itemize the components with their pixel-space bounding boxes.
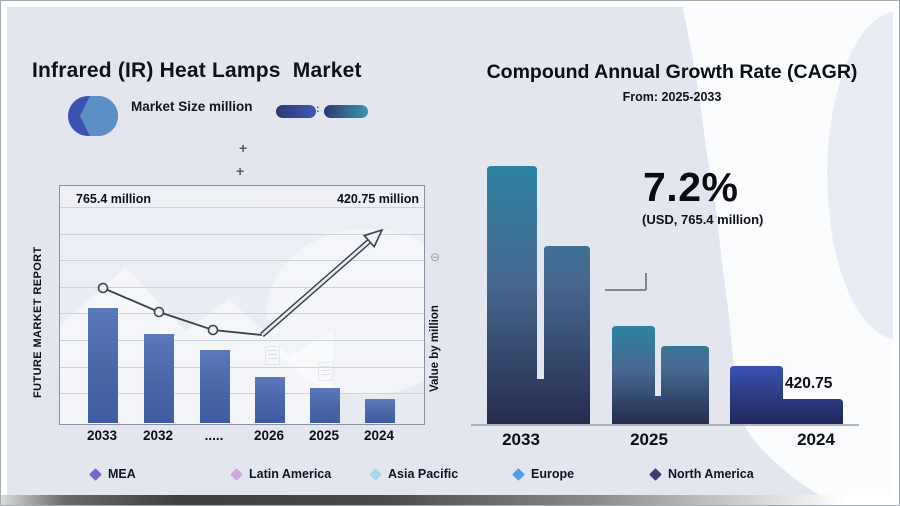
bar bbox=[144, 334, 174, 423]
right-chart-x-label-2025: 2025 bbox=[630, 430, 668, 449]
market-size-capsule-icon bbox=[68, 96, 118, 136]
x-axis-label: 2033 bbox=[86, 428, 118, 443]
header-pill-blue-icon bbox=[276, 105, 316, 118]
frame-edge bbox=[1, 1, 7, 505]
gridline bbox=[60, 313, 424, 315]
gridline bbox=[60, 393, 424, 395]
left-chart-panel: 765.4 million 420.75 million bbox=[59, 185, 425, 425]
capsule-highlight-shape bbox=[80, 96, 118, 136]
left-chart-annotation-left: 765.4 million bbox=[76, 192, 152, 206]
pill-separator: : bbox=[316, 103, 320, 115]
page-title: Infrared (IR) Heat Lamps Market bbox=[32, 59, 362, 82]
right-chart-y-axis-label: Value by million bbox=[429, 305, 441, 393]
plus-decoration-icon: + bbox=[236, 163, 245, 179]
corner-bracket-decoration bbox=[605, 289, 646, 291]
legend-label: North America bbox=[668, 467, 754, 481]
x-axis-label: ..... bbox=[204, 428, 224, 443]
right-chart-value-annotation: 420.75 bbox=[785, 375, 833, 392]
legend-diamond-icon bbox=[89, 468, 102, 481]
left-chart-y-axis-label: FUTURE MARKET REPORT bbox=[32, 246, 44, 398]
bottom-shadow-band bbox=[1, 495, 899, 505]
cagr-subtitle: From: 2025-2033 bbox=[622, 90, 722, 104]
bar bbox=[200, 350, 230, 423]
frame-edge bbox=[893, 1, 899, 505]
bar bbox=[88, 308, 118, 423]
legend-diamond-icon bbox=[649, 468, 662, 481]
x-axis-label: 2025 bbox=[308, 428, 340, 443]
legend-label: Latin America bbox=[249, 467, 332, 481]
cagr-detail: (USD, 765.4 million) bbox=[642, 212, 764, 227]
cagr-value: 7.2% bbox=[643, 164, 739, 210]
gridline bbox=[60, 207, 424, 208]
legend: MEA Latin America Asia Pacific Europe North … bbox=[1, 467, 899, 487]
right-chart-x-label-2033: 2033 bbox=[502, 430, 540, 449]
legend-diamond-icon bbox=[369, 468, 382, 481]
x-axis-label: 2032 bbox=[142, 428, 174, 443]
legend-diamond-icon bbox=[512, 468, 525, 481]
legend-label: Asia Pacific bbox=[388, 467, 459, 481]
legend-label: Europe bbox=[531, 467, 575, 481]
gridline bbox=[60, 260, 424, 262]
legend-diamond-icon bbox=[230, 468, 243, 481]
bar bbox=[255, 377, 285, 423]
x-axis-label: 2026 bbox=[253, 428, 285, 443]
bar bbox=[310, 388, 340, 423]
bar bbox=[365, 399, 395, 423]
circle-minus-icon: ⊖ bbox=[430, 250, 441, 264]
frame-edge bbox=[1, 1, 899, 7]
right-chart-x-label-2024: 2024 bbox=[797, 430, 835, 449]
watermark-document-icon bbox=[318, 362, 333, 381]
corner-bracket-decoration bbox=[645, 273, 647, 290]
blob-background-shape bbox=[267, 228, 424, 396]
left-chart-annotation-right: 420.75 million bbox=[337, 192, 419, 206]
header-pill-teal-icon bbox=[324, 105, 368, 118]
gridline bbox=[60, 366, 424, 368]
trend-line-and-arrow bbox=[97, 228, 384, 338]
left-chart-x-axis-labels: 2033 2032..... 2026 2025 2024 bbox=[59, 428, 425, 446]
watermark-document-icon bbox=[265, 346, 280, 365]
gridline bbox=[60, 286, 424, 288]
cagr-title: Compound Annual Growth Rate (CAGR) bbox=[486, 61, 858, 83]
plus-decoration-icon: + bbox=[239, 140, 248, 156]
market-size-label: Market Size million bbox=[131, 99, 253, 114]
gridline bbox=[60, 233, 424, 235]
legend-label: MEA bbox=[108, 467, 136, 481]
gridline bbox=[60, 340, 424, 341]
x-axis-label: 2024 bbox=[363, 428, 395, 443]
